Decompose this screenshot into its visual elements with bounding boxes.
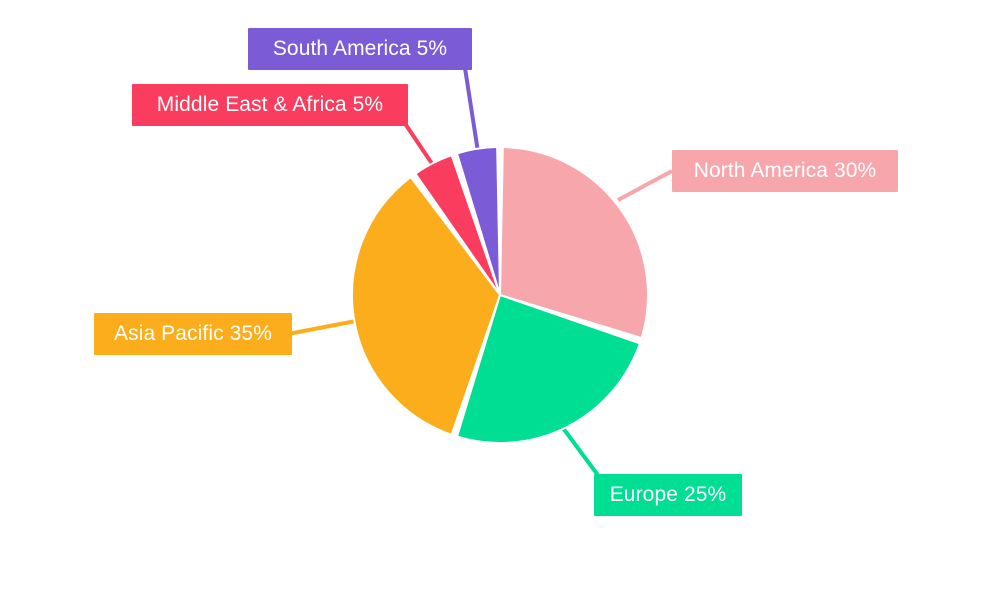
leader-line-south-america — [463, 67, 480, 153]
pie-label-south-america[interactable]: South America 5% — [248, 28, 472, 70]
leader-line-asia-pacific — [287, 319, 357, 336]
pie-label-europe[interactable]: Europe 25% — [594, 474, 742, 516]
pie-slice-middle-east-africa[interactable] — [414, 154, 501, 296]
pie-slice-south-america[interactable] — [455, 146, 501, 296]
pie-slice-europe[interactable] — [455, 294, 641, 444]
pie-label-middle-east-africa[interactable]: Middle East & Africa 5% — [132, 84, 408, 126]
leader-line-europe — [561, 426, 602, 480]
pie-slice-north-america[interactable] — [499, 146, 649, 340]
pie-slice-asia-pacific[interactable] — [351, 175, 501, 436]
pie-label-north-america[interactable]: North America 30% — [672, 150, 898, 192]
leader-line-north-america — [617, 169, 673, 202]
pie-slices-group — [351, 146, 649, 444]
pie-label-asia-pacific[interactable]: Asia Pacific 35% — [94, 313, 292, 355]
